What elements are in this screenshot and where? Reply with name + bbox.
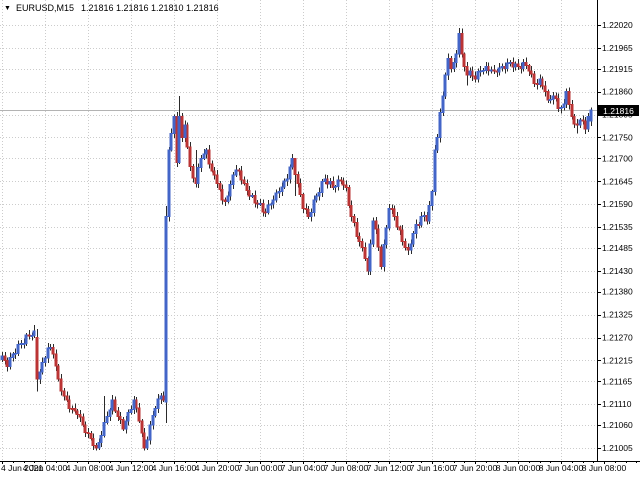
svg-text:1.21590: 1.21590: [602, 199, 633, 209]
svg-text:1.21165: 1.21165: [602, 376, 632, 386]
svg-text:7 Jun 12:00: 7 Jun 12:00: [367, 463, 412, 473]
svg-text:1.22020: 1.22020: [602, 20, 633, 30]
chart-ohlc-quote: 1.21816 1.21816 1.21810 1.21816: [80, 3, 219, 13]
svg-text:8 Jun 00:00: 8 Jun 00:00: [496, 463, 541, 473]
svg-text:1.21430: 1.21430: [602, 266, 633, 276]
svg-text:1.21215: 1.21215: [602, 355, 633, 365]
collapse-chart-arrow-icon[interactable]: ▼: [4, 4, 11, 12]
svg-text:1.21535: 1.21535: [602, 222, 633, 232]
bull-candles: [0, 32, 593, 449]
svg-text:1.21750: 1.21750: [602, 133, 633, 143]
svg-text:1.21816: 1.21816: [603, 106, 634, 116]
vertical-gridlines: [2, 0, 562, 461]
bear-candles: [3, 32, 587, 449]
svg-text:1.21060: 1.21060: [602, 420, 633, 430]
svg-text:7 Jun 08:00: 7 Jun 08:00: [324, 463, 369, 473]
svg-text:4 Jun 20:00: 4 Jun 20:00: [195, 463, 240, 473]
svg-text:7 Jun 04:00: 7 Jun 04:00: [281, 463, 326, 473]
price-scale[interactable]: 1.220201.219651.219151.218601.218051.217…: [597, 20, 633, 453]
svg-text:8 Jun 04:00: 8 Jun 04:00: [539, 463, 584, 473]
svg-text:1.21965: 1.21965: [602, 43, 633, 53]
svg-text:4 Jun 04:00: 4 Jun 04:00: [23, 463, 68, 473]
svg-text:4 Jun 16:00: 4 Jun 16:00: [152, 463, 197, 473]
svg-text:8 Jun 08:00: 8 Jun 08:00: [582, 463, 627, 473]
svg-text:4 Jun 2021: 4 Jun 2021: [1, 463, 43, 473]
svg-text:1.21270: 1.21270: [602, 333, 633, 343]
axis-frame: [0, 0, 640, 462]
svg-text:1.21860: 1.21860: [602, 87, 633, 97]
current-price-badge: 1.21816: [598, 105, 639, 116]
chart-title-overlay: ▼ EURUSD,M15 1.21816 1.21816 1.21810 1.2…: [4, 3, 219, 13]
svg-text:1.21700: 1.21700: [602, 153, 633, 163]
svg-text:1.21485: 1.21485: [602, 243, 633, 253]
svg-text:1.21380: 1.21380: [602, 287, 633, 297]
svg-text:1.21645: 1.21645: [602, 176, 633, 186]
svg-text:1.21110: 1.21110: [602, 399, 632, 409]
svg-text:7 Jun 00:00: 7 Jun 00:00: [238, 463, 283, 473]
svg-text:4 Jun 08:00: 4 Jun 08:00: [66, 463, 111, 473]
svg-text:1.21325: 1.21325: [602, 310, 633, 320]
svg-text:1.21005: 1.21005: [602, 443, 633, 453]
horizontal-gridlines: [0, 25, 597, 449]
svg-text:7 Jun 20:00: 7 Jun 20:00: [453, 463, 498, 473]
chart-symbol-label: EURUSD,M15: [15, 3, 74, 13]
svg-text:1.21915: 1.21915: [602, 64, 633, 74]
svg-text:7 Jun 16:00: 7 Jun 16:00: [410, 463, 455, 473]
svg-text:4 Jun 12:00: 4 Jun 12:00: [109, 463, 154, 473]
